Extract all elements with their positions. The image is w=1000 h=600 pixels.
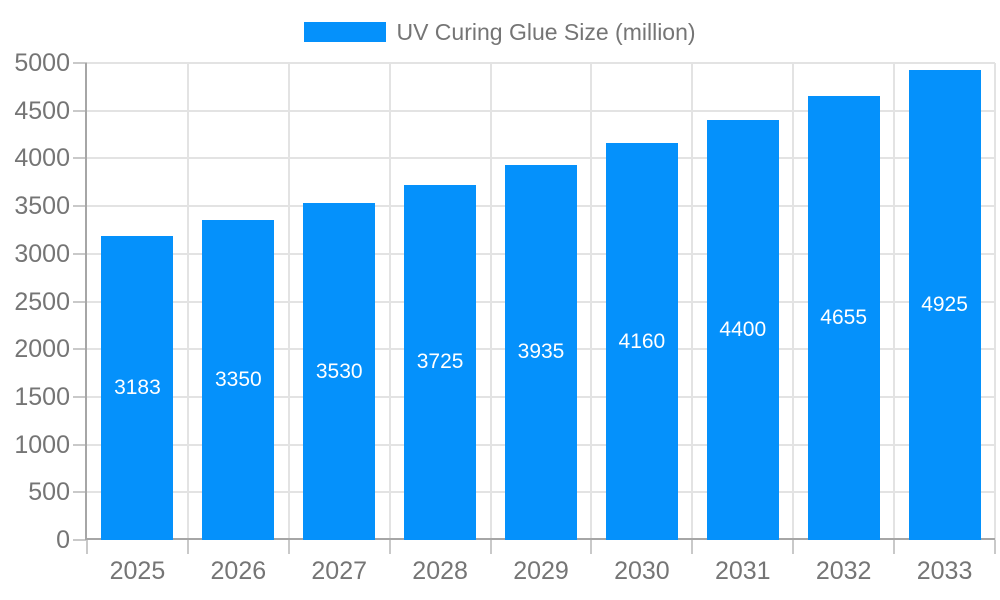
legend-item[interactable]: UV Curing Glue Size (million) (304, 18, 696, 46)
x-axis-tick (792, 540, 795, 554)
y-axis-tick (73, 252, 87, 255)
bar (303, 203, 376, 540)
bar-value-label: 3183 (114, 376, 161, 400)
bar (908, 70, 981, 540)
y-axis-line (85, 63, 87, 540)
x-axis-tick (186, 540, 189, 554)
y-axis-tick-label: 1500 (14, 382, 70, 411)
bar-value-label: 3935 (517, 340, 565, 364)
x-axis-tick (994, 540, 996, 554)
legend-label: UV Curing Glue Size (million) (396, 19, 696, 45)
gridline-horizontal (87, 109, 995, 112)
x-axis-tick-label: 2029 (513, 557, 569, 585)
gridline-vertical (186, 63, 189, 540)
y-axis-tick-label: 3500 (14, 192, 70, 221)
gridline-vertical (792, 63, 795, 540)
x-axis-tick-label: 2026 (210, 557, 267, 585)
y-axis-tick (73, 300, 87, 303)
y-axis-tick (73, 205, 87, 208)
y-axis-tick-label: 5000 (14, 49, 70, 77)
y-axis-tick-label: 0 (56, 526, 70, 554)
legend-swatch-icon (304, 22, 387, 42)
bar-value-label: 3350 (214, 368, 262, 392)
bar (706, 120, 779, 540)
bar (807, 95, 880, 540)
y-axis-tick (73, 109, 87, 112)
y-axis-tick-label: 500 (28, 478, 70, 507)
bar-value-label: 4655 (820, 305, 868, 329)
x-axis-tick (86, 540, 88, 554)
bar-value-label: 4400 (719, 318, 767, 342)
y-axis-tick (73, 157, 87, 160)
gridline-vertical (893, 63, 896, 540)
y-axis-tick-label: 2500 (14, 287, 70, 316)
gridline-vertical (489, 63, 492, 540)
bar (404, 184, 477, 540)
x-axis-tick-label: 2032 (815, 557, 872, 585)
y-axis-tick-label: 4500 (14, 96, 70, 125)
bar (202, 220, 275, 540)
y-axis-tick-label: 3000 (14, 239, 70, 268)
x-axis-tick (287, 540, 290, 554)
bar (605, 143, 678, 540)
x-axis-tick-label: 2028 (412, 557, 468, 585)
x-axis-tick-label: 2025 (109, 557, 166, 585)
y-axis-tick-label: 1000 (14, 430, 70, 459)
x-axis-tick-label: 2031 (714, 557, 771, 585)
gridline-horizontal (87, 157, 995, 160)
gridline-horizontal (87, 62, 995, 64)
y-axis-tick (73, 539, 87, 541)
bar-value-label: 4160 (618, 329, 666, 353)
x-axis-tick-label: 2033 (916, 557, 973, 585)
x-axis-tick (691, 540, 694, 554)
bar-value-label: 3530 (315, 359, 363, 383)
y-axis-tick (73, 491, 87, 494)
gridline-vertical (994, 63, 996, 540)
legend: UV Curing Glue Size (million) (0, 18, 1000, 46)
gridline-vertical (691, 63, 694, 540)
y-axis-tick (73, 395, 87, 398)
x-axis-tick-label: 2030 (614, 557, 670, 585)
bar (101, 236, 174, 540)
y-axis-tick (73, 443, 87, 446)
y-axis-tick-label: 4000 (14, 144, 70, 173)
x-axis-tick (590, 540, 593, 554)
y-axis-tick-label: 2000 (14, 335, 70, 364)
x-axis-tick (388, 540, 391, 554)
y-axis-tick (73, 62, 87, 64)
x-axis-tick (893, 540, 896, 554)
gridline-vertical (388, 63, 391, 540)
bar-value-label: 3725 (416, 350, 464, 374)
x-axis-tick-label: 2027 (311, 557, 368, 585)
bar (505, 164, 577, 540)
bar-value-label: 4925 (921, 293, 968, 317)
y-axis-tick (73, 348, 87, 351)
gridline-vertical (287, 63, 290, 540)
x-axis-tick (489, 540, 492, 554)
gridline-vertical (590, 63, 593, 540)
